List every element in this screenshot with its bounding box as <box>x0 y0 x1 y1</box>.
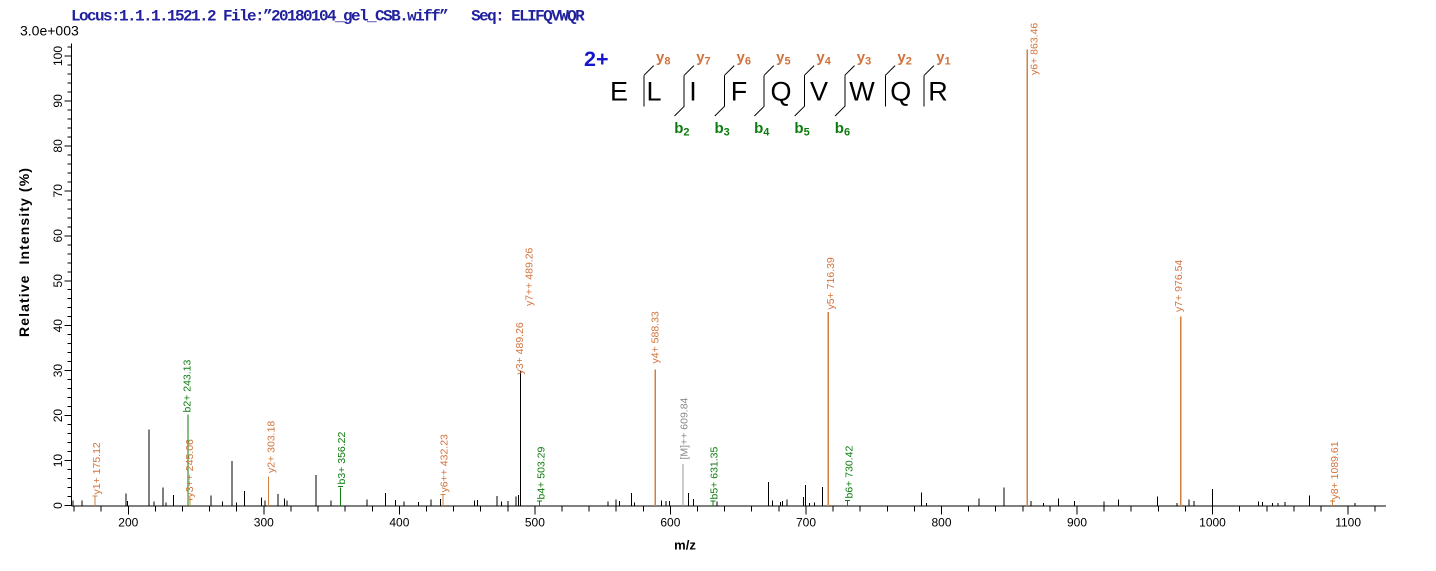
svg-text:20: 20 <box>51 409 65 423</box>
svg-text:1100: 1100 <box>1335 516 1361 530</box>
svg-text:b5+ 631.35: b5+ 631.35 <box>709 446 721 499</box>
svg-text:100: 100 <box>51 46 65 66</box>
svg-text:b4+ 503.29: b4+ 503.29 <box>536 446 548 499</box>
svg-text:m/z: m/z <box>674 538 696 553</box>
svg-text:Relative Intensity (%): Relative Intensity (%) <box>16 167 32 337</box>
svg-text:y2+ 303.18: y2+ 303.18 <box>265 421 277 473</box>
svg-text:b6+ 730.42: b6+ 730.42 <box>843 445 855 498</box>
svg-text:3.0e+003: 3.0e+003 <box>20 23 79 39</box>
svg-text:600: 600 <box>660 516 680 530</box>
svg-text:80: 80 <box>51 139 65 153</box>
svg-text:60: 60 <box>51 229 65 243</box>
svg-text:y7+ 976.54: y7+ 976.54 <box>1173 260 1185 312</box>
svg-text:900: 900 <box>1067 516 1087 530</box>
svg-text:200: 200 <box>118 516 138 530</box>
svg-text:y5+ 716.39: y5+ 716.39 <box>825 257 837 309</box>
svg-text:y4+ 588.33: y4+ 588.33 <box>650 311 662 363</box>
svg-text:Locus:1.1.1.1521.2 File:”20180: Locus:1.1.1.1521.2 File:”20180104_gel_CS… <box>71 8 585 26</box>
svg-text:70: 70 <box>51 184 65 198</box>
svg-text:b2+ 243.13: b2+ 243.13 <box>182 359 194 412</box>
svg-text:L: L <box>646 77 661 107</box>
svg-text:b3+ 356.22: b3+ 356.22 <box>336 431 348 484</box>
svg-text:y8+ 1089.61: y8+ 1089.61 <box>1329 441 1341 499</box>
svg-text:V: V <box>810 77 828 107</box>
svg-text:1000: 1000 <box>1199 516 1226 530</box>
svg-text:30: 30 <box>51 364 65 378</box>
svg-text:50: 50 <box>51 274 65 288</box>
svg-text:y7++ 489.26: y7++ 489.26 <box>524 247 536 306</box>
svg-text:R: R <box>928 77 948 107</box>
svg-text:10: 10 <box>51 454 65 468</box>
svg-text:Q: Q <box>770 77 791 107</box>
svg-text:F: F <box>731 77 748 107</box>
svg-text:90: 90 <box>51 94 65 108</box>
svg-text:I: I <box>689 77 697 107</box>
svg-text:E: E <box>610 77 628 107</box>
svg-text:y1+ 175.12: y1+ 175.12 <box>91 442 103 494</box>
svg-text:y3+ 489.26: y3+ 489.26 <box>514 322 526 374</box>
svg-text:y6+ 863.46: y6+ 863.46 <box>1028 23 1040 75</box>
svg-text:300: 300 <box>254 516 274 530</box>
svg-text:400: 400 <box>389 516 409 530</box>
svg-text:700: 700 <box>796 516 816 530</box>
svg-text:500: 500 <box>525 516 545 530</box>
svg-text:y6++ 432.23: y6++ 432.23 <box>438 434 450 493</box>
svg-text:Q: Q <box>890 77 911 107</box>
svg-text:0: 0 <box>51 502 65 509</box>
svg-text:W: W <box>849 77 875 107</box>
svg-text:[M]++ 609.84: [M]++ 609.84 <box>679 397 691 459</box>
svg-text:40: 40 <box>51 319 65 333</box>
svg-text:y3++ 245.06: y3++ 245.06 <box>184 439 196 498</box>
svg-text:800: 800 <box>931 516 951 530</box>
svg-text:2+: 2+ <box>584 47 609 71</box>
